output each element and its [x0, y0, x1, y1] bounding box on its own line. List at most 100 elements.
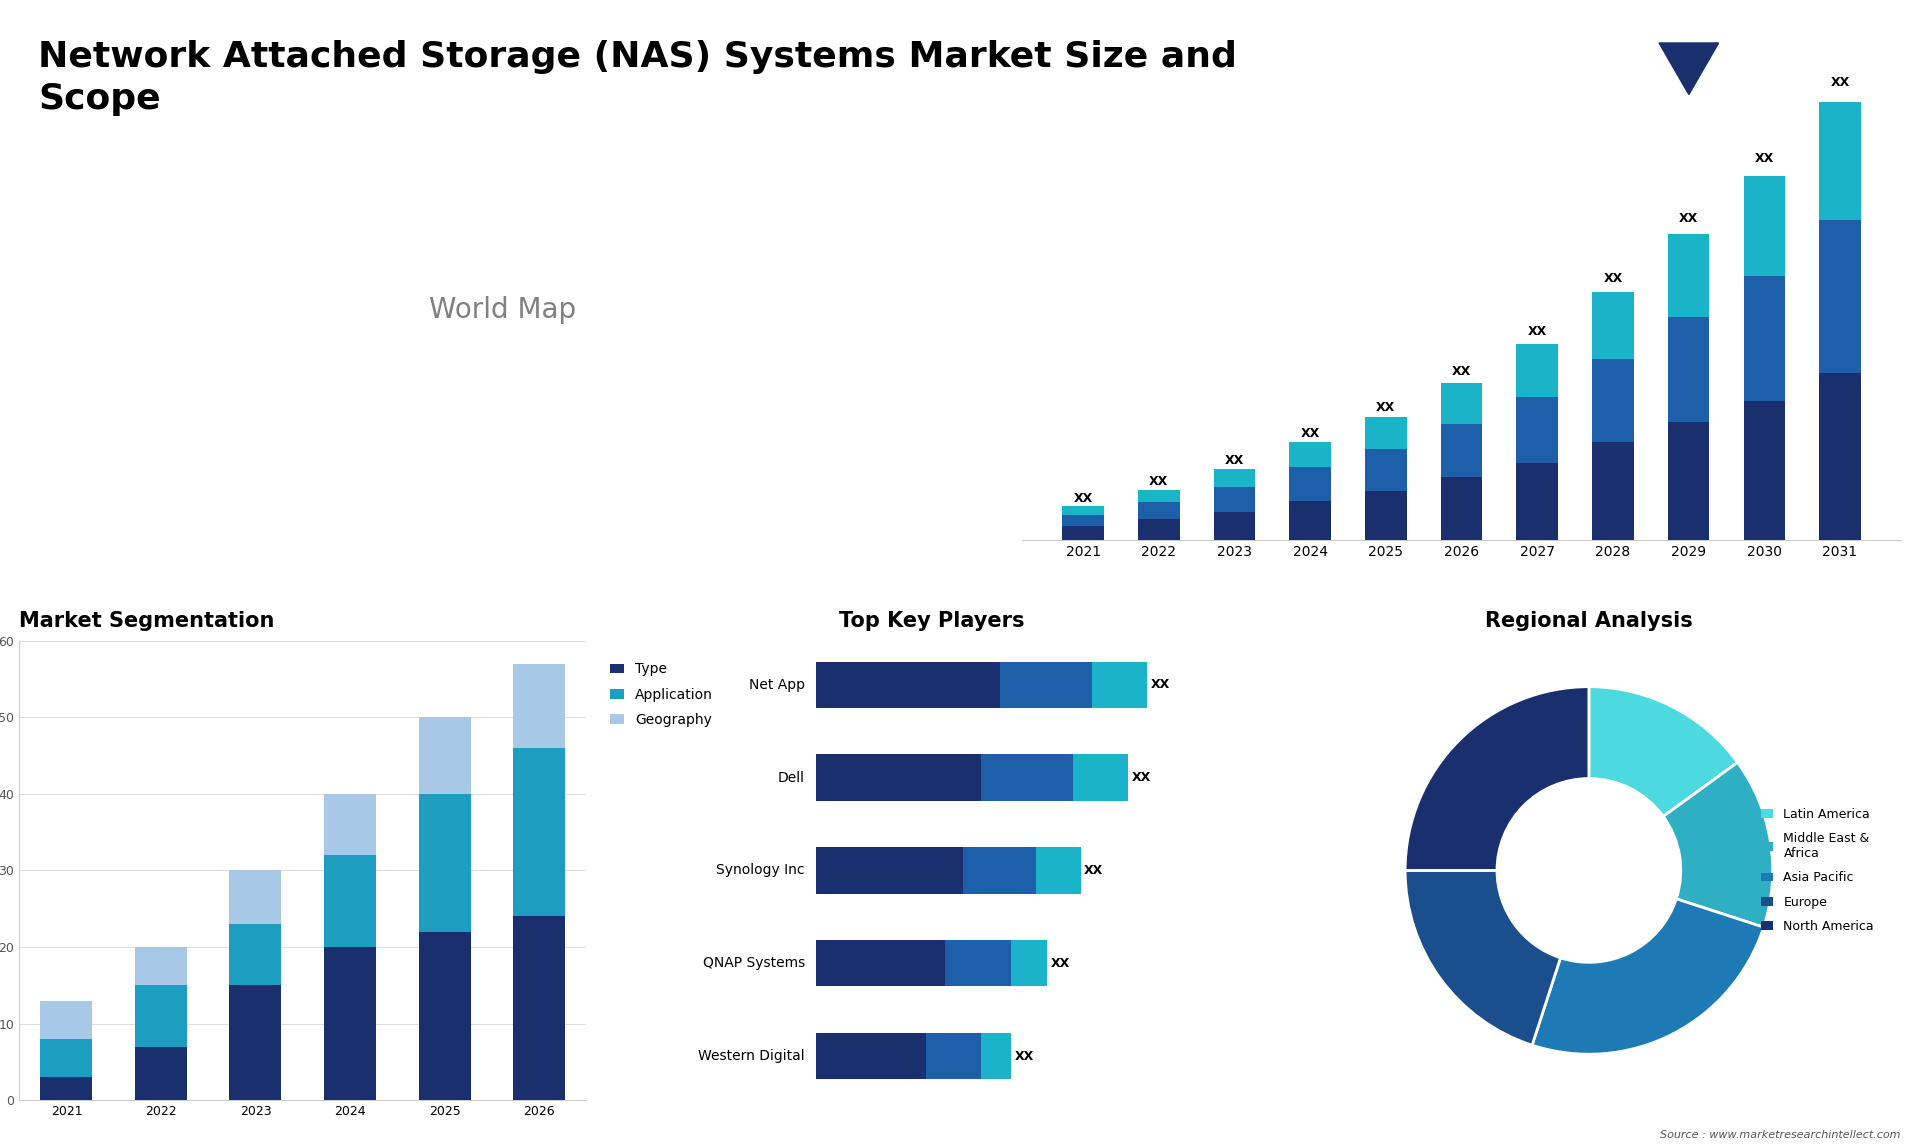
- Bar: [40, 1077, 92, 1100]
- Text: XX: XX: [1050, 957, 1069, 970]
- Legend: Latin America, Middle East &
Africa, Asia Pacific, Europe, North America: Latin America, Middle East & Africa, Asi…: [1757, 803, 1880, 937]
- Title: Regional Analysis: Regional Analysis: [1484, 611, 1693, 630]
- Bar: [1062, 526, 1104, 540]
- Legend: Type, Application, Geography: Type, Application, Geography: [605, 657, 718, 732]
- Text: Network Attached Storage (NAS) Systems Market Size and
Scope: Network Attached Storage (NAS) Systems M…: [38, 40, 1236, 116]
- Bar: [1365, 417, 1407, 449]
- Bar: [419, 794, 470, 932]
- Bar: [1290, 442, 1331, 468]
- Polygon shape: [1630, 42, 1690, 95]
- Text: XX: XX: [1452, 364, 1471, 378]
- Bar: [40, 1000, 92, 1039]
- Bar: [981, 754, 1073, 801]
- Bar: [1668, 234, 1709, 317]
- Title: Top Key Players: Top Key Players: [839, 611, 1025, 630]
- Bar: [230, 986, 282, 1100]
- Bar: [1073, 754, 1129, 801]
- Text: XX: XX: [1073, 493, 1092, 505]
- Bar: [230, 871, 282, 924]
- Bar: [1517, 344, 1559, 397]
- Bar: [1820, 102, 1860, 220]
- Text: Dell: Dell: [778, 770, 804, 785]
- Bar: [419, 717, 470, 794]
- Bar: [1440, 424, 1482, 477]
- Text: World Map: World Map: [428, 296, 576, 324]
- Bar: [925, 1033, 981, 1080]
- Bar: [1743, 276, 1786, 401]
- Text: XX: XX: [1603, 272, 1622, 285]
- Bar: [513, 664, 564, 748]
- Bar: [1213, 469, 1256, 487]
- Bar: [816, 1033, 925, 1080]
- Wedge shape: [1405, 686, 1590, 871]
- Bar: [1592, 442, 1634, 540]
- Text: Market Segmentation: Market Segmentation: [19, 611, 275, 630]
- Bar: [1062, 507, 1104, 515]
- Bar: [1139, 519, 1179, 540]
- Bar: [1062, 515, 1104, 526]
- Text: QNAP Systems: QNAP Systems: [703, 956, 804, 971]
- Text: XX: XX: [1150, 476, 1169, 488]
- Text: MARKET
RESEARCH
INTELLECT: MARKET RESEARCH INTELLECT: [1766, 45, 1832, 83]
- Bar: [419, 932, 470, 1100]
- Bar: [1290, 501, 1331, 540]
- Bar: [816, 661, 1000, 708]
- Bar: [324, 794, 376, 855]
- Text: XX: XX: [1528, 325, 1548, 338]
- Bar: [1290, 468, 1331, 501]
- Bar: [1365, 449, 1407, 490]
- Bar: [1139, 502, 1179, 519]
- Text: XX: XX: [1150, 678, 1169, 691]
- Wedge shape: [1405, 871, 1561, 1045]
- Text: XX: XX: [1133, 771, 1152, 784]
- Wedge shape: [1590, 686, 1738, 816]
- Bar: [1213, 512, 1256, 540]
- Text: Source : www.marketresearchintellect.com: Source : www.marketresearchintellect.com: [1661, 1130, 1901, 1140]
- Wedge shape: [1663, 762, 1772, 927]
- Polygon shape: [1659, 42, 1718, 95]
- Bar: [1213, 487, 1256, 512]
- Bar: [816, 754, 981, 801]
- Bar: [134, 1046, 186, 1100]
- Text: XX: XX: [1225, 454, 1244, 466]
- Wedge shape: [1532, 898, 1764, 1054]
- Text: XX: XX: [1830, 76, 1849, 89]
- Bar: [513, 917, 564, 1100]
- Bar: [1000, 661, 1092, 708]
- Bar: [1743, 175, 1786, 276]
- Bar: [816, 847, 964, 894]
- Bar: [1440, 383, 1482, 424]
- Bar: [1592, 359, 1634, 442]
- Bar: [1365, 490, 1407, 540]
- Bar: [1037, 847, 1081, 894]
- Bar: [816, 940, 945, 987]
- Bar: [134, 947, 186, 986]
- Text: XX: XX: [1377, 401, 1396, 414]
- Text: XX: XX: [1085, 864, 1104, 877]
- Bar: [1743, 401, 1786, 540]
- Bar: [945, 940, 1010, 987]
- Text: Net App: Net App: [749, 677, 804, 692]
- Bar: [1592, 292, 1634, 359]
- Bar: [324, 855, 376, 947]
- Bar: [1010, 940, 1048, 987]
- Bar: [964, 847, 1037, 894]
- Bar: [1517, 463, 1559, 540]
- Text: XX: XX: [1755, 151, 1774, 165]
- Text: Western Digital: Western Digital: [699, 1049, 804, 1063]
- Bar: [1820, 220, 1860, 372]
- Text: XX: XX: [1680, 212, 1699, 225]
- Circle shape: [1501, 783, 1676, 959]
- Bar: [134, 986, 186, 1046]
- Text: Synology Inc: Synology Inc: [716, 863, 804, 878]
- Bar: [1820, 372, 1860, 540]
- Bar: [1668, 317, 1709, 422]
- Text: XX: XX: [1300, 426, 1319, 440]
- Text: XX: XX: [1014, 1050, 1033, 1062]
- Bar: [324, 947, 376, 1100]
- Bar: [513, 748, 564, 917]
- Bar: [1440, 477, 1482, 540]
- Bar: [1668, 422, 1709, 540]
- Bar: [40, 1039, 92, 1077]
- Bar: [230, 924, 282, 986]
